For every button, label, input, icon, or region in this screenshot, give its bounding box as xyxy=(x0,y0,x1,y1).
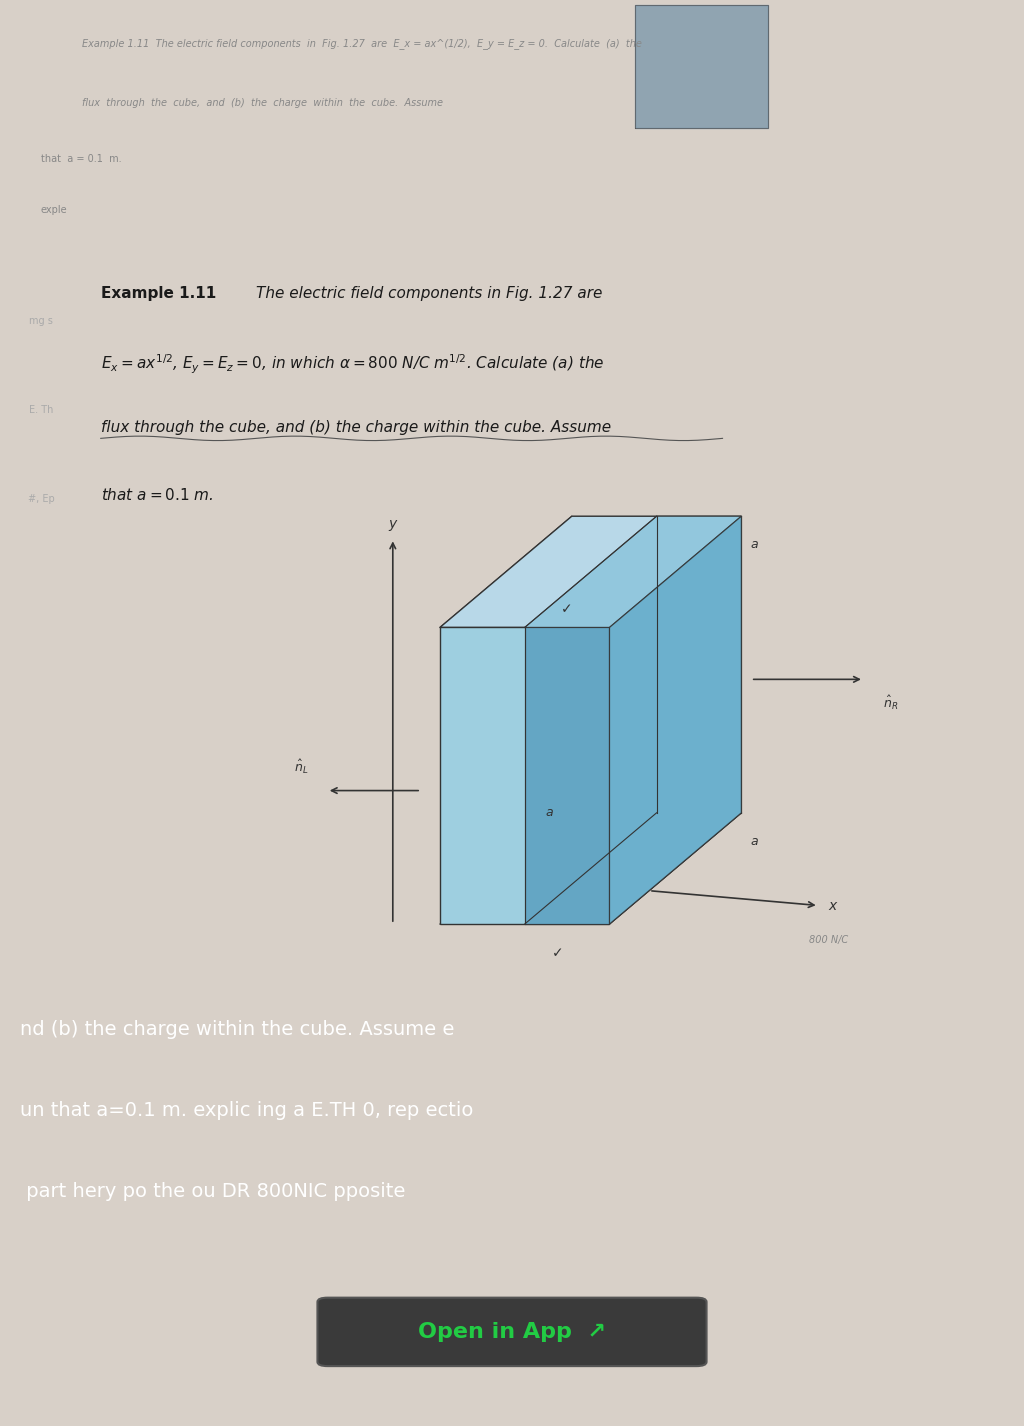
Text: mg s: mg s xyxy=(29,317,53,327)
Text: exple: exple xyxy=(41,205,68,215)
Text: Example 1.11  The electric field components  in  Fig. 1.27  are  E_x = ax^(1/2),: Example 1.11 The electric field componen… xyxy=(82,39,642,50)
Text: part hery po the ou DR 800NIC pposite: part hery po the ou DR 800NIC pposite xyxy=(20,1182,406,1201)
Text: un that a=0.1 m. explic ing a E.TH 0, rep ectio: un that a=0.1 m. explic ing a E.TH 0, re… xyxy=(20,1101,474,1119)
Polygon shape xyxy=(635,6,768,128)
Text: a: a xyxy=(751,539,759,552)
FancyBboxPatch shape xyxy=(317,1298,707,1366)
Text: The electric field components in Fig. 1.27 are: The electric field components in Fig. 1.… xyxy=(256,287,602,301)
Text: E. Th: E. Th xyxy=(29,405,53,415)
Polygon shape xyxy=(440,516,741,627)
Text: Example 1.11: Example 1.11 xyxy=(100,287,216,301)
Text: flux through the cube, and (b) the charge within the cube. Assume: flux through the cube, and (b) the charg… xyxy=(100,419,611,435)
Text: y: y xyxy=(389,518,397,530)
Polygon shape xyxy=(609,516,741,924)
Text: x: x xyxy=(828,898,837,913)
Text: Open in App  ↗: Open in App ↗ xyxy=(418,1322,606,1342)
Text: ✓: ✓ xyxy=(552,947,563,960)
Text: flux  through  the  cube,  and  (b)  the  charge  within  the  cube.  Assume: flux through the cube, and (b) the charg… xyxy=(82,97,443,107)
Text: ✓: ✓ xyxy=(561,602,572,616)
Text: $\hat{n}_R$: $\hat{n}_R$ xyxy=(883,694,898,713)
Text: a: a xyxy=(546,806,553,820)
Text: 800 N/C: 800 N/C xyxy=(809,935,848,945)
Text: $E_x = ax^{1/2}$, $E_y = E_z = 0$, in which $\alpha = 800$ N/C m$^{1/2}$. Calcul: $E_x = ax^{1/2}$, $E_y = E_z = 0$, in wh… xyxy=(100,354,604,376)
Polygon shape xyxy=(524,627,609,924)
Text: nd (b) the charge within the cube. Assume e: nd (b) the charge within the cube. Assum… xyxy=(20,1020,455,1038)
Polygon shape xyxy=(524,516,741,627)
Text: a: a xyxy=(751,836,759,848)
Polygon shape xyxy=(440,627,609,924)
Text: that  a = 0.1  m.: that a = 0.1 m. xyxy=(41,154,122,164)
Polygon shape xyxy=(609,516,741,924)
Text: $\hat{n}_L$: $\hat{n}_L$ xyxy=(294,757,308,776)
Text: #, Ep: #, Ep xyxy=(28,493,54,503)
Text: that $a = 0.1$ m.: that $a = 0.1$ m. xyxy=(100,486,213,502)
